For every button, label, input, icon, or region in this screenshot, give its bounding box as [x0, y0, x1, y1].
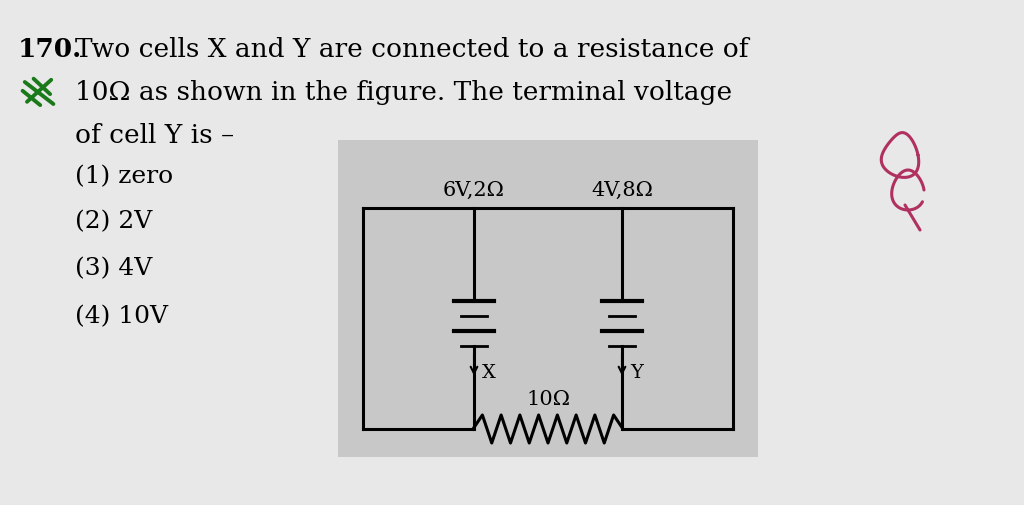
Text: of cell Y is –: of cell Y is –	[75, 123, 234, 148]
Text: (4) 10V: (4) 10V	[75, 305, 168, 328]
Text: (1) zero: (1) zero	[75, 165, 173, 188]
Text: X: X	[482, 365, 496, 382]
Text: (3) 4V: (3) 4V	[75, 257, 153, 280]
Text: 10Ω: 10Ω	[526, 390, 570, 409]
Text: 10Ω as shown in the figure. The terminal voltage: 10Ω as shown in the figure. The terminal…	[75, 80, 732, 105]
Bar	[338, 140, 758, 457]
Text: (2) 2V: (2) 2V	[75, 210, 153, 233]
Text: 170.: 170.	[18, 37, 82, 62]
Text: Two cells X and Y are connected to a resistance of: Two cells X and Y are connected to a res…	[75, 37, 749, 62]
Text: 6V,2Ω: 6V,2Ω	[443, 181, 505, 200]
Text: Y: Y	[630, 365, 643, 382]
Text: 4V,8Ω: 4V,8Ω	[591, 181, 653, 200]
